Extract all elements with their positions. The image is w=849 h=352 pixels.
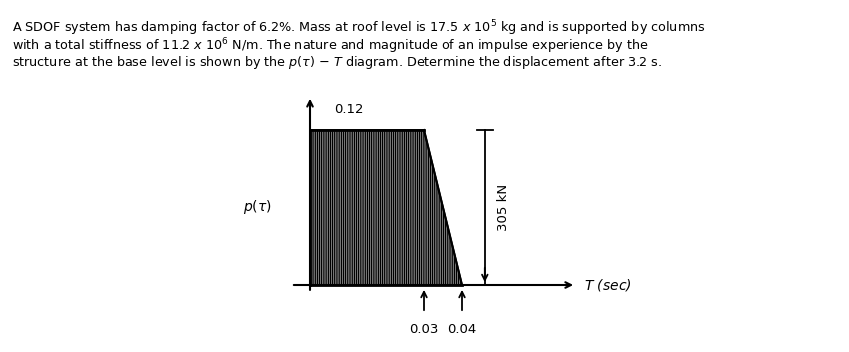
Text: $T$ (sec): $T$ (sec) bbox=[584, 277, 632, 293]
Text: 0.12: 0.12 bbox=[335, 103, 364, 116]
Text: structure at the base level is shown by the $p(\tau)$ $-$ $T$ diagram. Determine: structure at the base level is shown by … bbox=[12, 54, 662, 71]
Polygon shape bbox=[310, 130, 462, 285]
Text: with a total stiffness of $11.2\ x\ 10^6$ N/m. The nature and magnitude of an im: with a total stiffness of $11.2\ x\ 10^6… bbox=[12, 36, 649, 56]
Text: 305 kN: 305 kN bbox=[497, 184, 509, 231]
Text: 0.03: 0.03 bbox=[409, 323, 439, 336]
Text: 0.04: 0.04 bbox=[447, 323, 476, 336]
Text: A SDOF system has damping factor of 6.2%. Mass at roof level is $17.5\ x\ 10^5$ : A SDOF system has damping factor of 6.2%… bbox=[12, 18, 706, 38]
Text: $p(\tau)$: $p(\tau)$ bbox=[243, 199, 272, 216]
